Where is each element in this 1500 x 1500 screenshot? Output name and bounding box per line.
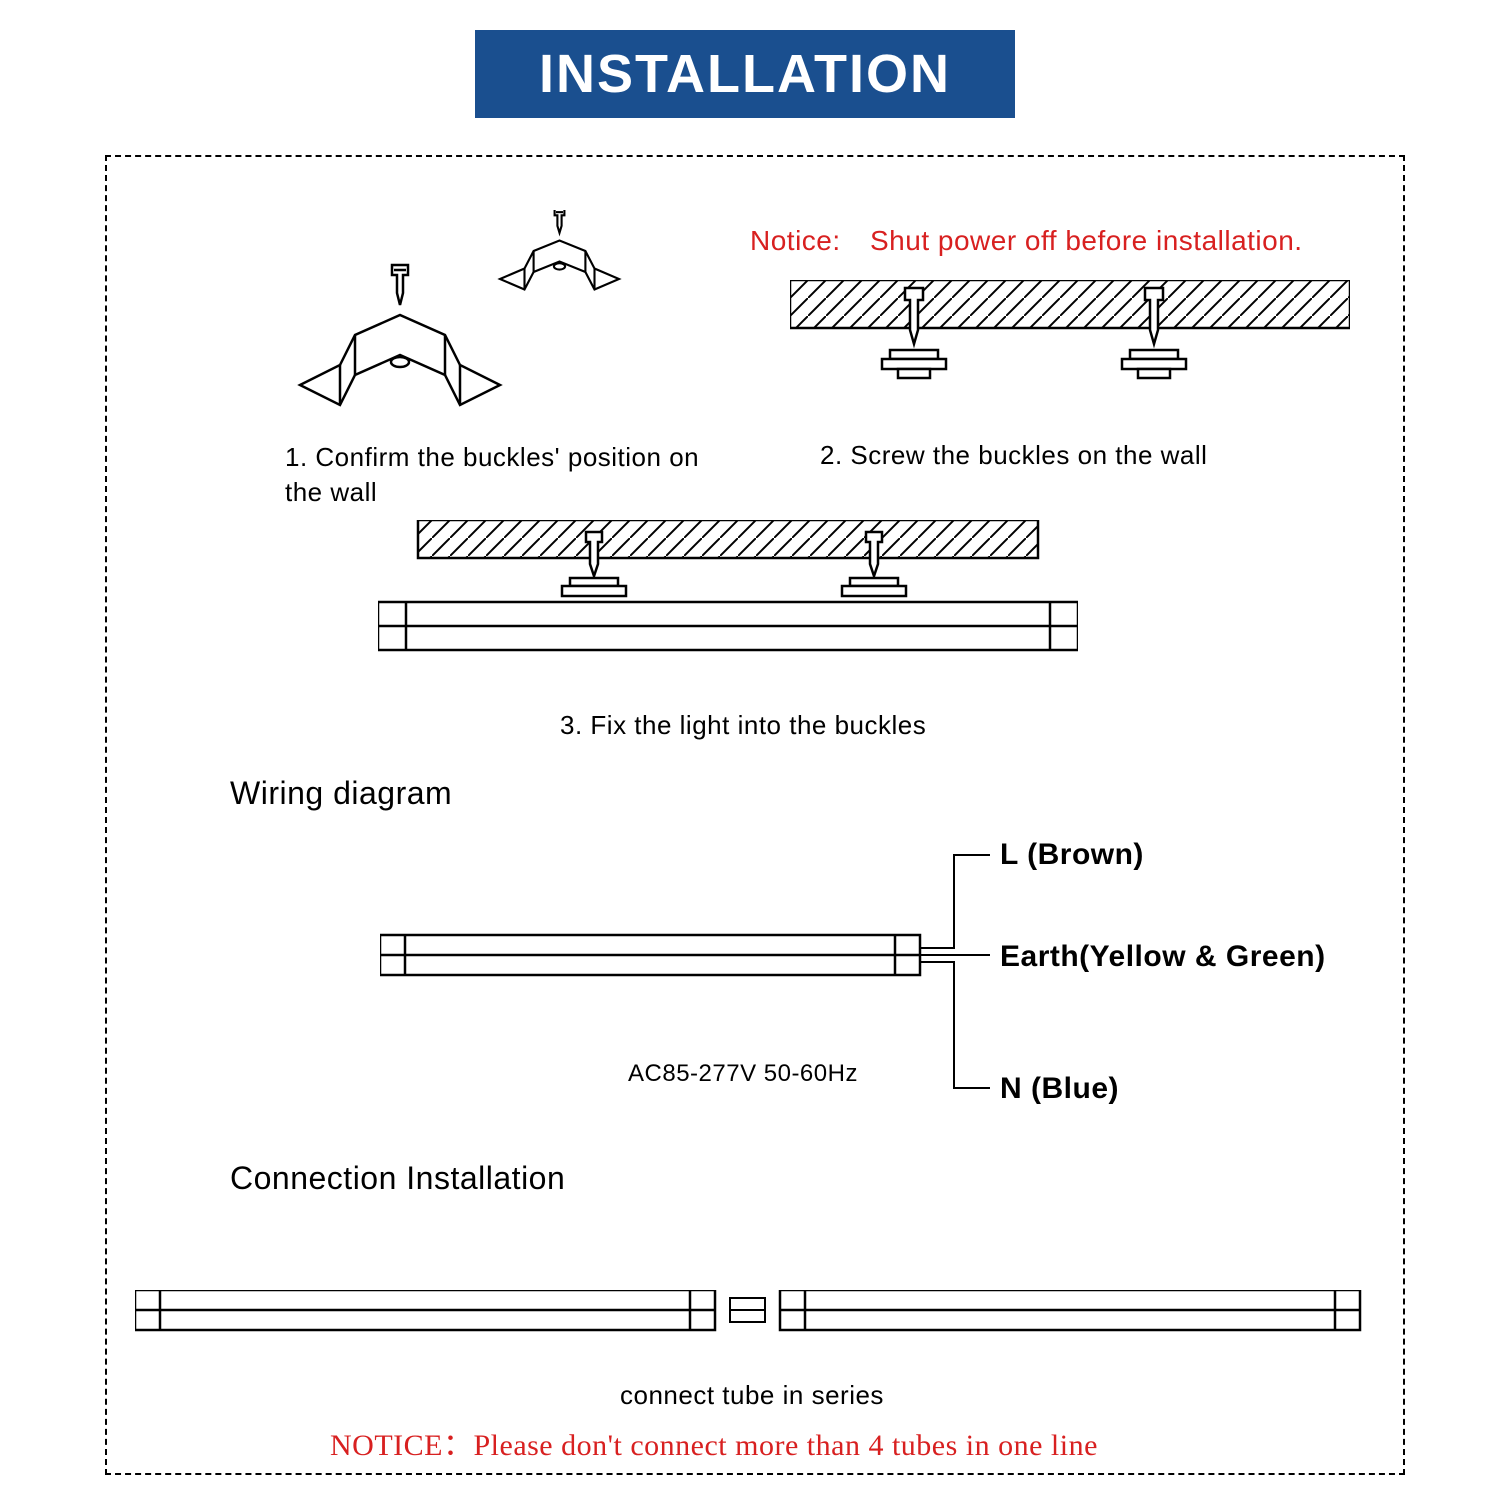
- step2-figure: [790, 280, 1350, 420]
- notice-text: Shut power off before installation.: [870, 225, 1303, 257]
- wiring-n-label: N (Blue): [1000, 1072, 1119, 1106]
- step3-caption: 3. Fix the light into the buckles: [560, 710, 926, 741]
- connection-caption: connect tube in series: [620, 1380, 884, 1411]
- connection-notice-label: NOTICE：: [330, 1429, 473, 1462]
- notice-label: Notice:: [750, 225, 841, 257]
- wiring-l-label: L (Brown): [1000, 838, 1144, 872]
- step3-figure: [378, 520, 1078, 685]
- wiring-spec: AC85-277V 50-60Hz: [628, 1060, 858, 1088]
- step2-caption: 2. Screw the buckles on the wall: [820, 440, 1207, 471]
- title-text: INSTALLATION: [539, 43, 951, 105]
- title-banner: INSTALLATION: [475, 30, 1015, 118]
- connection-notice: NOTICE：Please don't connect more than 4 …: [330, 1420, 1098, 1464]
- connection-figure: [135, 1290, 1365, 1340]
- step1-figure: [270, 210, 640, 430]
- wiring-title: Wiring diagram: [230, 775, 452, 812]
- connection-title: Connection Installation: [230, 1160, 565, 1197]
- connection-notice-text: Please don't connect more than 4 tubes i…: [473, 1429, 1097, 1462]
- step1-caption: 1. Confirm the buckles' position on the …: [285, 440, 705, 510]
- wiring-e-label: Earth(Yellow & Green): [1000, 940, 1326, 974]
